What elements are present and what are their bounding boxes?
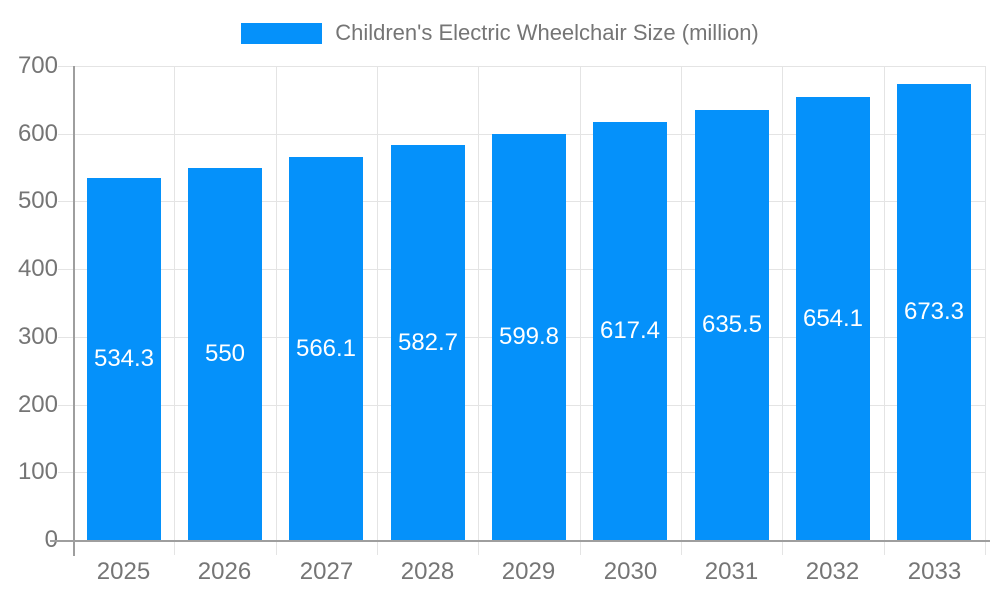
x-axis-tick-label: 2028	[400, 558, 455, 585]
x-axis-tick-label: 2031	[704, 558, 759, 585]
y-axis-tick-label: 200	[17, 391, 58, 418]
y-axis-tick-label: 0	[0, 528, 58, 552]
x-gridline	[884, 66, 885, 555]
bar-2028[interactable]: 582.7	[391, 145, 465, 540]
x-gridline	[276, 66, 277, 555]
y-axis-tick-label: 600	[17, 120, 58, 147]
bar-2029[interactable]: 599.8	[492, 134, 566, 540]
x-axis-line	[50, 540, 990, 542]
x-axis-tick-label: 2030	[603, 558, 658, 585]
x-gridline	[985, 66, 986, 555]
x-axis-tick-label: 2027	[299, 558, 354, 585]
y-axis-line	[73, 66, 75, 556]
x-axis-tick-label: 2026	[197, 558, 252, 585]
bar-value-label: 534.3	[93, 345, 155, 372]
x-axis-tick-label: 2033	[907, 558, 962, 585]
x-axis-tick-label: 2032	[805, 558, 860, 585]
bar-2027[interactable]: 566.1	[289, 157, 363, 540]
legend-label: Children's Electric Wheelchair Size (mil…	[335, 20, 759, 45]
bar-value-label: 673.3	[903, 298, 965, 325]
x-gridline	[782, 66, 783, 555]
legend-item[interactable]: Children's Electric Wheelchair Size (mil…	[0, 20, 1000, 45]
bar-2030[interactable]: 617.4	[593, 122, 667, 540]
y-axis-tick-label: 100	[17, 458, 58, 485]
x-axis-tick-label: 2029	[501, 558, 556, 585]
legend-swatch-icon	[241, 22, 323, 44]
bar-2031[interactable]: 635.5	[695, 110, 769, 540]
x-gridline	[174, 66, 175, 555]
bar-2025[interactable]: 534.3	[87, 178, 161, 540]
y-gridline	[58, 66, 985, 67]
bar-value-label: 635.5	[701, 311, 763, 338]
bar-value-label: 599.8	[498, 323, 560, 350]
bar-2033[interactable]: 673.3	[897, 84, 971, 540]
x-gridline	[478, 66, 479, 555]
x-gridline	[681, 66, 682, 555]
bar-value-label: 566.1	[295, 334, 357, 362]
y-axis-tick-label: 300	[17, 323, 58, 350]
bar-value-label: 654.1	[802, 304, 864, 332]
x-gridline	[377, 66, 378, 555]
bar-value-label: 550	[204, 340, 246, 367]
bar-value-label: 582.7	[397, 328, 459, 356]
bar-2026[interactable]: 550	[188, 168, 262, 540]
bar-value-label: 617.4	[599, 317, 661, 344]
y-axis-tick-label: 500	[17, 187, 58, 214]
y-axis-tick-label: 700	[17, 52, 58, 79]
bar-2032[interactable]: 654.1	[796, 97, 870, 540]
y-axis-tick-label: 400	[17, 255, 58, 282]
x-axis-tick-label: 2025	[96, 558, 151, 585]
x-gridline	[580, 66, 581, 555]
